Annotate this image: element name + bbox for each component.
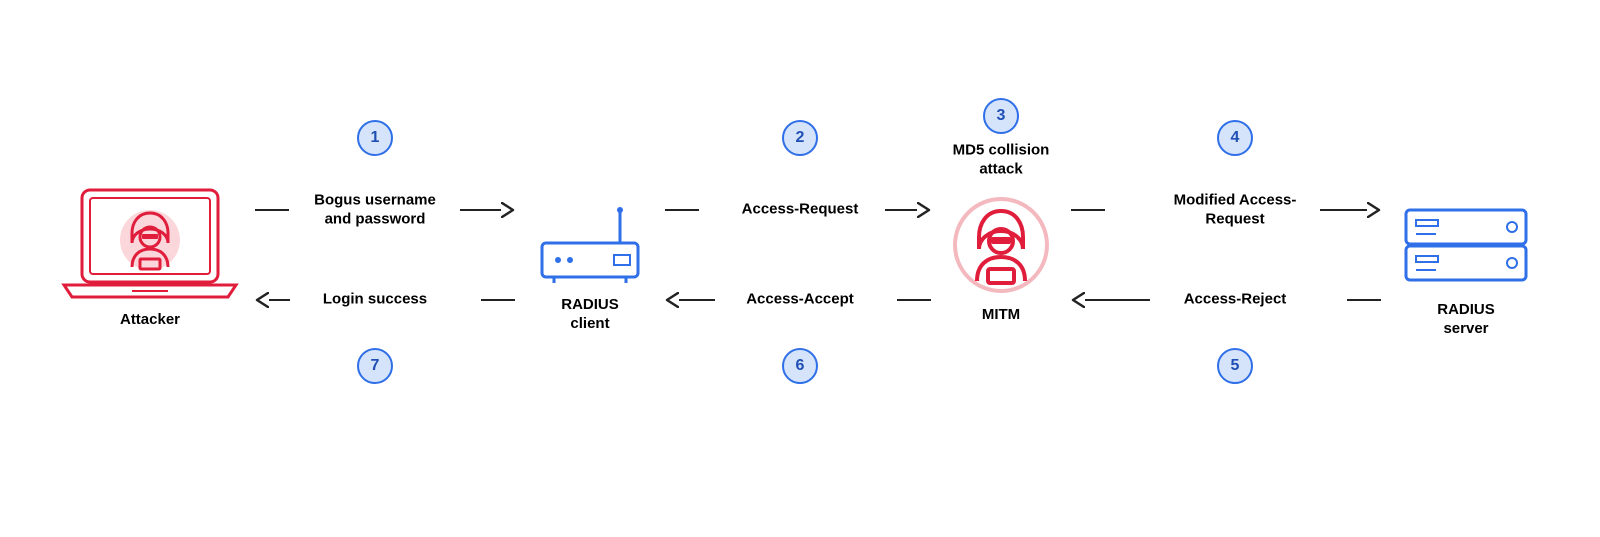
mitm-hacker-icon [946,195,1056,295]
arrow-head [917,202,931,218]
arrow-head [665,292,679,308]
arrow-head [1367,202,1381,218]
flow-line [1320,209,1367,211]
server-icon [1396,200,1536,290]
flow-line [460,209,501,211]
router-icon [530,205,650,285]
step-badge-1: 1 [357,120,393,156]
step-label-2: Access-Request [742,201,859,220]
step-badge-6: 6 [782,348,818,384]
step-label-7: Login success [323,291,427,310]
step-badge-5: 5 [1217,348,1253,384]
radius-server-label: RADIUS server [1396,301,1536,339]
flow-line [1347,299,1381,301]
step-label-4: Modified Access- Request [1174,191,1297,229]
arrow-head [255,292,269,308]
attacker-label: Attacker [60,311,240,330]
node-mitm: MITM [946,195,1056,325]
flow-line [269,299,290,301]
laptop-attacker-icon [60,185,240,300]
step-label-3: MD5 collision attack [953,141,1050,179]
flow-line [1071,209,1105,211]
flow-line [255,209,289,211]
flow-line [897,299,931,301]
flow-line [665,209,699,211]
radius-client-label: RADIUS client [530,296,650,334]
flow-line [679,299,715,301]
node-radius-server: RADIUS server [1396,200,1536,339]
step-label-6: Access-Accept [746,291,854,310]
flow-line [481,299,515,301]
flow-line [885,209,917,211]
arrow-head [501,202,515,218]
node-radius-client: RADIUS client [530,205,650,334]
step-label-1: Bogus username and password [314,191,436,229]
step-badge-3: 3 [983,98,1019,134]
step-badge-4: 4 [1217,120,1253,156]
step-label-5: Access-Reject [1184,291,1287,310]
step-badge-7: 7 [357,348,393,384]
mitm-label: MITM [946,306,1056,325]
arrow-head [1071,292,1085,308]
node-attacker: Attacker [60,185,240,330]
flow-line [1085,299,1150,301]
step-badge-2: 2 [782,120,818,156]
